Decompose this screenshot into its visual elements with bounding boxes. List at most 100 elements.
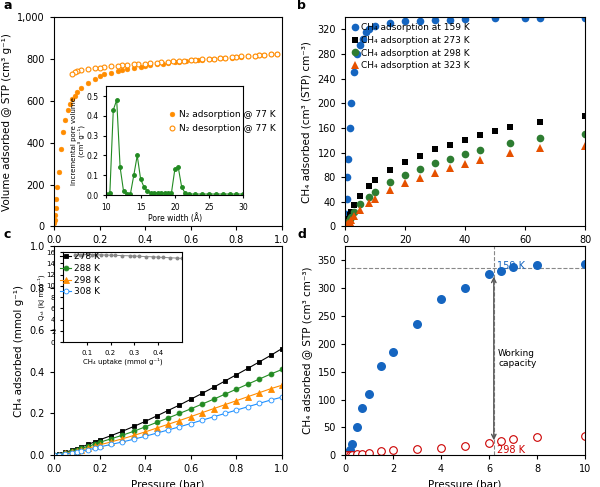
- 278 K: [267, 353, 274, 358]
- 288 K: [130, 429, 137, 434]
- CH₄ adsorption at 323 K: [581, 144, 589, 150]
- CH₄ adsorption at 298 K: [431, 160, 439, 166]
- N₂ desorption @ 77 K: [233, 54, 240, 60]
- N₂ desorption @ 77 K: [124, 62, 131, 68]
- N₂ adsorption @ 77 K: [57, 146, 64, 152]
- N₂ adsorption @ 77 K: [182, 58, 190, 64]
- N₂ desorption @ 77 K: [158, 59, 165, 65]
- 278 K: [73, 446, 80, 451]
- CH₄ adsorption at 273 K: [344, 219, 351, 225]
- CH₄ adsorption at 273 K: [365, 184, 373, 189]
- CH₄ adsorption at 323 K: [431, 170, 439, 176]
- N₂ desorption @ 77 K: [274, 51, 281, 56]
- 288 K: [176, 411, 183, 416]
- CH₄ adsorption at 323 K: [342, 223, 349, 229]
- N₂ adsorption @ 77 K: [210, 56, 217, 62]
- CH₄ adsorption at 159 K: [344, 156, 352, 162]
- CH₄ adsorption at 159 K: [461, 16, 469, 22]
- CH₄ adsorption at 159 K: [386, 20, 394, 26]
- CH₄ adsorption at 273 K: [461, 137, 469, 143]
- CH₄ adsorption at 323 K: [344, 221, 352, 226]
- CH₄ adsorption at 159 K: [342, 211, 349, 217]
- N₂ desorption @ 77 K: [85, 66, 92, 72]
- CH₄ adsorption at 298 K: [347, 214, 355, 220]
- N₂ desorption @ 77 K: [176, 58, 183, 64]
- CH₄ adsorption at 298 K: [350, 209, 358, 215]
- N₂ adsorption @ 77 K: [67, 101, 74, 107]
- CH₄ adsorption at 273 K: [342, 222, 349, 227]
- 278 K: [96, 437, 103, 443]
- N₂ adsorption @ 77 K: [187, 57, 194, 63]
- CH₄ adsorption at 298 K: [386, 179, 394, 185]
- 298 K: [199, 410, 206, 415]
- Line: N₂ desorption @ 77 K: N₂ desorption @ 77 K: [70, 51, 280, 76]
- CH₄ adsorption at 323 K: [344, 222, 351, 227]
- N₂ adsorption @ 77 K: [244, 54, 251, 59]
- CH₄ adsorption at 298 K: [342, 223, 349, 229]
- N₂ desorption @ 77 K: [91, 65, 98, 71]
- 278 K: [91, 439, 98, 445]
- N₂ desorption @ 77 K: [256, 52, 263, 58]
- 308 K: [107, 442, 115, 448]
- N₂ adsorption @ 77 K: [124, 66, 131, 72]
- Y-axis label: CH₄ adsorbed (mmol g⁻¹): CH₄ adsorbed (mmol g⁻¹): [14, 284, 24, 417]
- CH₄ adsorption at 298 K: [476, 147, 484, 153]
- N₂ adsorption @ 77 K: [164, 60, 172, 66]
- N₂ desorption @ 77 K: [260, 52, 268, 57]
- N₂ desorption @ 77 K: [96, 65, 103, 71]
- CH₄ adsorption at 323 K: [401, 180, 409, 186]
- 308 K: [187, 421, 194, 427]
- 288 K: [187, 406, 194, 412]
- CH₄ adsorption at 273 K: [401, 159, 409, 165]
- Line: N₂ adsorption @ 77 K: N₂ adsorption @ 77 K: [52, 51, 280, 226]
- 298 K: [267, 386, 274, 392]
- 308 K: [176, 424, 183, 430]
- 278 K: [187, 396, 194, 402]
- 288 K: [210, 396, 217, 402]
- 308 K: [256, 400, 263, 406]
- Text: b: b: [297, 0, 306, 12]
- CH₄ adsorption at 323 K: [346, 219, 353, 225]
- N₂ adsorption @ 77 K: [64, 107, 71, 113]
- 278 K: [278, 346, 286, 352]
- N₂ desorption @ 77 K: [187, 57, 194, 63]
- 308 K: [130, 436, 137, 442]
- N₂ adsorption @ 77 K: [73, 90, 80, 95]
- 308 K: [119, 439, 126, 445]
- CH₄ adsorption at 159 K: [431, 17, 439, 23]
- N₂ adsorption @ 77 K: [233, 55, 240, 60]
- N₂ desorption @ 77 K: [238, 54, 245, 59]
- Y-axis label: CH₄ adsorbed @ STP (cm³ cm⁻³): CH₄ adsorbed @ STP (cm³ cm⁻³): [302, 267, 312, 434]
- 288 K: [278, 367, 286, 373]
- CH₄ adsorption at 159 K: [362, 30, 370, 36]
- 308 K: [142, 433, 149, 439]
- N₂ adsorption @ 77 K: [114, 68, 121, 74]
- CH₄ adsorption at 273 K: [476, 132, 484, 138]
- 288 K: [164, 415, 172, 421]
- CH₄ adsorption at 159 K: [581, 15, 589, 20]
- CH₄ adsorption at 273 K: [371, 177, 379, 183]
- CH₄ adsorption at 323 K: [343, 222, 350, 228]
- N₂ adsorption @ 77 K: [78, 85, 85, 91]
- 298 K: [187, 413, 194, 419]
- 288 K: [78, 446, 85, 451]
- N₂ adsorption @ 77 K: [160, 60, 167, 66]
- N₂ adsorption @ 77 K: [71, 93, 78, 98]
- N₂ desorption @ 77 K: [217, 55, 224, 61]
- CH₄ adsorption at 323 K: [350, 213, 358, 219]
- CH₄ adsorption at 159 K: [521, 16, 529, 21]
- 298 K: [96, 442, 103, 448]
- 288 K: [55, 451, 62, 457]
- Line: 298 K: 298 K: [51, 382, 285, 458]
- N₂ desorption @ 77 K: [68, 71, 76, 76]
- CH₄ adsorption at 298 K: [446, 156, 454, 162]
- CH₄ adsorption at 273 K: [536, 119, 544, 125]
- 288 K: [221, 391, 229, 397]
- N₂ adsorption @ 77 K: [274, 51, 281, 56]
- N₂ desorption @ 77 K: [199, 56, 206, 62]
- Y-axis label: Volume adsorbed @ STP (cm³ g⁻¹): Volume adsorbed @ STP (cm³ g⁻¹): [2, 33, 12, 211]
- 298 K: [55, 452, 62, 458]
- CH₄ adsorption at 273 K: [344, 216, 352, 222]
- 298 K: [91, 444, 98, 450]
- CH₄ adsorption at 273 K: [350, 202, 358, 208]
